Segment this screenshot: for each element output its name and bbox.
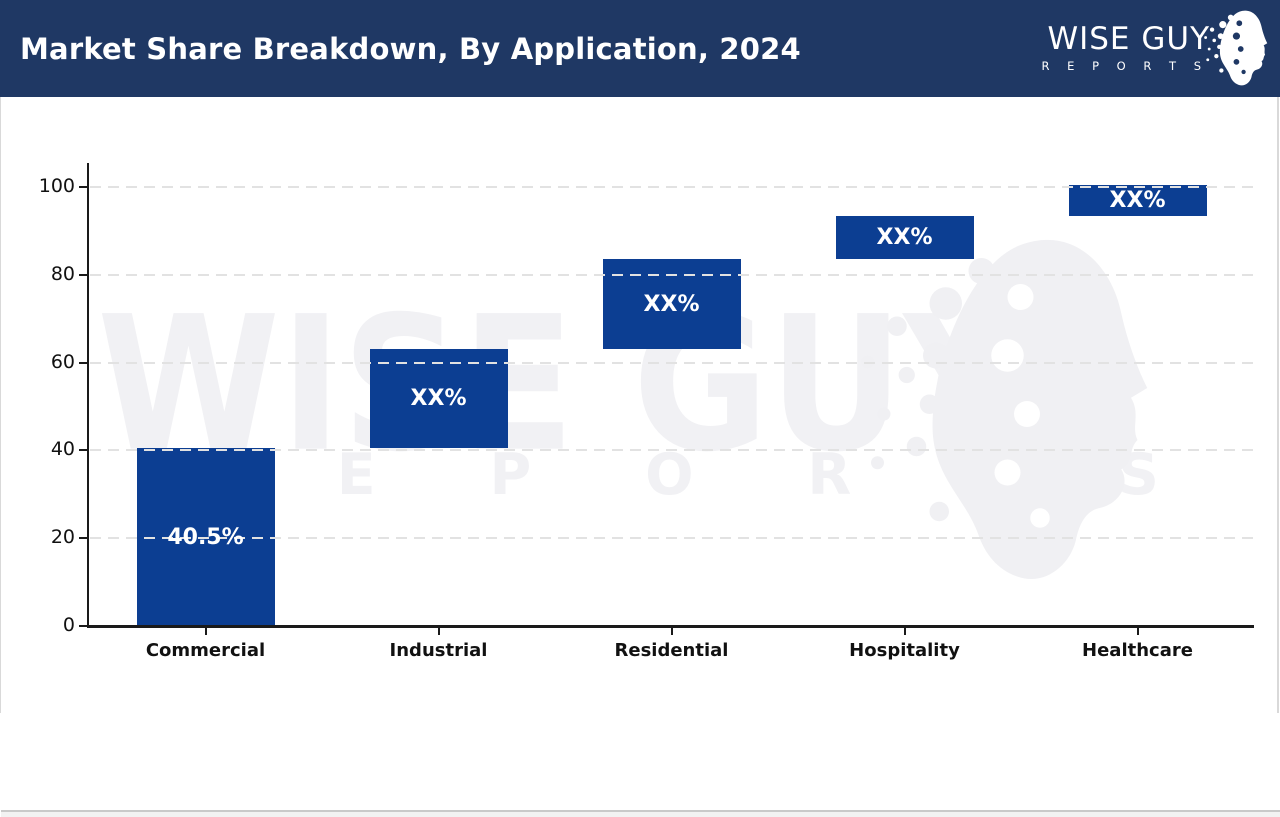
- y-tick-label-20: 20: [17, 526, 75, 548]
- figure-bottom-margin: [1, 812, 1280, 817]
- x-tick-industrial: [438, 627, 440, 635]
- chart-title: Market Share Breakdown, By Application, …: [0, 32, 801, 66]
- brand-text: WISE GUY R E P O R T S: [1042, 24, 1211, 73]
- x-tick-healthcare: [1137, 627, 1139, 635]
- chart-figure: Market Share Breakdown, By Application, …: [0, 0, 1280, 720]
- bar-value-label-commercial: 40.5%: [137, 448, 275, 626]
- x-tick-label-hospitality: Hospitality: [795, 640, 1015, 661]
- y-axis-line: [87, 163, 89, 628]
- y-tick-label-40: 40: [17, 438, 75, 460]
- bar-value-label-industrial: XX%: [370, 349, 508, 448]
- brand-wordmark: WISE GUY: [1042, 24, 1211, 55]
- x-tick-label-commercial: Commercial: [96, 640, 316, 661]
- x-tick-commercial: [205, 627, 207, 635]
- x-tick-hospitality: [904, 627, 906, 635]
- y-tick-label-80: 80: [17, 263, 75, 285]
- watermark-head-icon: [833, 219, 1169, 609]
- x-tick-label-industrial: Industrial: [329, 640, 549, 661]
- y-tick-label-0: 0: [17, 614, 75, 636]
- brand-subtext: R E P O R T S: [1042, 61, 1209, 73]
- y-tick-label-60: 60: [17, 351, 75, 373]
- figure-right-border: [1277, 97, 1279, 713]
- y-tick-label-100: 100: [17, 175, 75, 197]
- x-tick-label-healthcare: Healthcare: [1028, 640, 1248, 661]
- bar-value-label-residential: XX%: [603, 259, 741, 349]
- brand-logo: WISE GUY R E P O R T S: [1042, 0, 1280, 97]
- x-axis-line: [87, 625, 1254, 628]
- gridline-60: [90, 362, 1254, 364]
- bar-value-label-hospitality: XX%: [836, 216, 974, 260]
- x-tick-residential: [671, 627, 673, 635]
- x-tick-label-residential: Residential: [562, 640, 782, 661]
- bar-value-label-healthcare: XX%: [1069, 185, 1207, 216]
- header-banner: Market Share Breakdown, By Application, …: [0, 0, 1280, 97]
